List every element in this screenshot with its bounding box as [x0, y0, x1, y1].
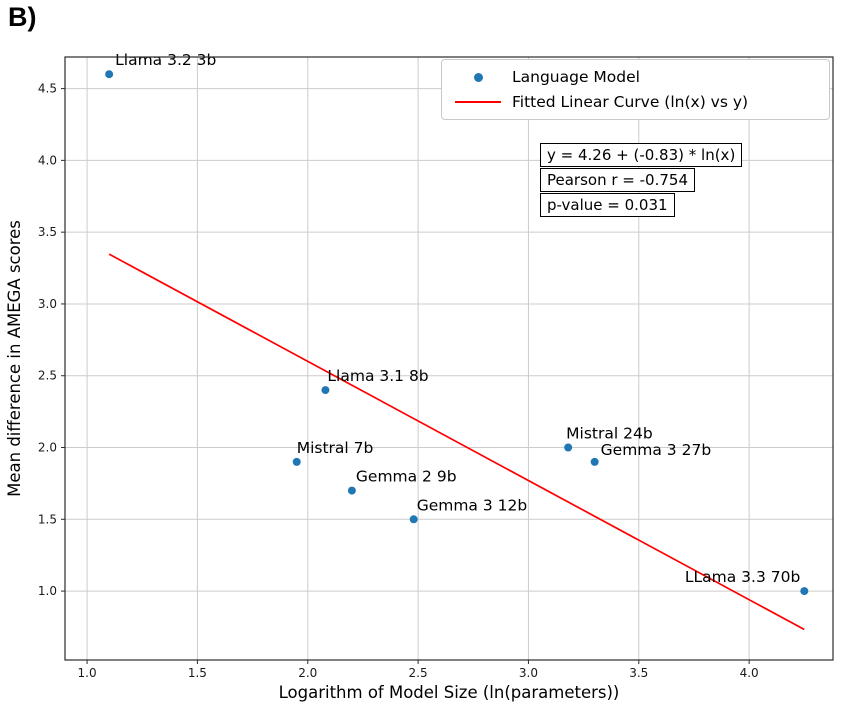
panel-label: B) — [8, 2, 37, 32]
legend-label: Language Model — [512, 68, 640, 86]
chart-legend: Language Model Fitted Linear Curve (ln(x)… — [441, 59, 830, 120]
plot-border — [64, 56, 834, 661]
legend-label: Fitted Linear Curve (ln(x) vs y) — [512, 93, 749, 111]
stats-annotation-line-2: Pearson r = -0.754 — [540, 168, 695, 192]
x-tick-label: 1.5 — [188, 666, 207, 680]
point-label-llama-3-2-3b: Llama 3.2 3b — [115, 51, 216, 69]
data-point-mistral-7b — [292, 457, 301, 466]
legend-line-icon — [450, 101, 506, 103]
x-tick-label: 2.5 — [409, 666, 428, 680]
x-axis-label: Logarithm of Model Size (ln(parameters)) — [279, 683, 620, 702]
point-label-llama-3-3-70b: LLama 3.3 70b — [685, 568, 800, 586]
point-label-mistral-7b: Mistral 7b — [297, 439, 374, 457]
y-tick-label: 3.5 — [38, 225, 57, 239]
y-tick-label: 3.0 — [38, 297, 57, 311]
data-point-mistral-24b — [564, 443, 573, 452]
x-tick-label: 2.0 — [298, 666, 317, 680]
stats-annotation-line-1: y = 4.26 + (-0.83) * ln(x) — [540, 143, 743, 167]
y-tick-label: 4.5 — [38, 82, 57, 96]
y-axis-label: Mean difference in AMEGA scores — [5, 220, 24, 497]
data-point-llama-3-1-8b — [321, 386, 330, 395]
data-point-gemma-3-12b — [409, 515, 418, 524]
legend-entry-fitted-linear-curve-ln-x-vs-y: Fitted Linear Curve (ln(x) vs y) — [450, 93, 821, 111]
point-label-mistral-24b: Mistral 24b — [566, 425, 653, 443]
data-point-gemma-2-9b — [347, 486, 356, 495]
y-tick-label: 4.0 — [38, 153, 57, 167]
legend-entry-language-model: Language Model — [450, 68, 821, 86]
y-tick-label: 2.0 — [38, 441, 57, 455]
x-tick-label: 4.0 — [740, 666, 759, 680]
data-point-gemma-3-27b — [590, 457, 599, 466]
x-tick-label: 1.0 — [78, 666, 97, 680]
data-point-llama-3-3-70b — [800, 587, 809, 596]
point-label-gemma-3-27b: Gemma 3 27b — [601, 441, 712, 459]
stats-annotation: y = 4.26 + (-0.83) * ln(x) Pearson r = -0… — [540, 143, 743, 217]
y-tick-label: 2.5 — [38, 369, 57, 383]
legend-dot-icon — [450, 72, 506, 82]
point-label-gemma-2-9b: Gemma 2 9b — [356, 468, 457, 486]
y-tick-label: 1.5 — [38, 512, 57, 526]
data-point-llama-3-2-3b — [105, 70, 114, 79]
point-label-llama-3-1-8b: Llama 3.1 8b — [327, 367, 428, 385]
x-tick-label: 3.0 — [519, 666, 538, 680]
y-tick-label: 1.0 — [38, 584, 57, 598]
point-label-gemma-3-12b: Gemma 3 12b — [417, 496, 528, 514]
fitted-line — [108, 253, 805, 631]
stats-annotation-line-3: p-value = 0.031 — [540, 193, 675, 217]
x-tick-label: 3.5 — [629, 666, 648, 680]
